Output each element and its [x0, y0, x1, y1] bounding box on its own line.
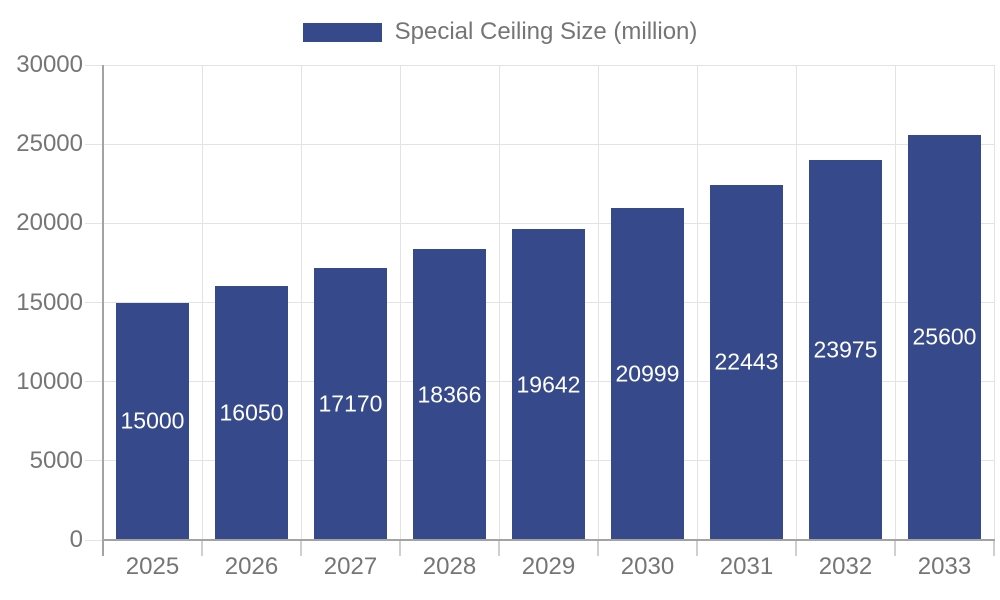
x-tick-label: 2030	[620, 553, 675, 580]
bar-value-label: 20999	[615, 360, 680, 387]
x-gridline	[894, 65, 896, 540]
bar-2030[interactable]	[610, 207, 685, 540]
y-tick-label: 20000	[16, 209, 83, 237]
legend[interactable]: Special Ceiling Size (million)	[0, 18, 1000, 46]
plot-area: 0 5000 10000 15000 20000 25000 30000 15000 2025 1…	[16, 53, 995, 579]
x-axis-tick	[696, 541, 698, 556]
bar-value-label: 23975	[813, 336, 878, 363]
legend-swatch	[302, 22, 382, 42]
x-axis-tick	[993, 541, 995, 556]
x-tick-label: 2033	[917, 553, 972, 580]
bar-value-label: 22443	[714, 348, 779, 375]
y-tick-label: 5000	[29, 446, 83, 474]
bar-2026[interactable]	[214, 285, 289, 540]
bar-2033[interactable]	[907, 134, 982, 540]
y-tick-label: 0	[69, 526, 83, 553]
x-tick-label: 2028	[422, 553, 477, 580]
x-gridline	[795, 65, 797, 540]
bar-value-label: 16050	[219, 399, 284, 426]
bar-2031[interactable]	[709, 184, 784, 540]
bar-value-label: 17170	[318, 390, 383, 417]
x-gridline	[993, 65, 995, 540]
legend-label: Special Ceiling Size (million)	[394, 18, 698, 45]
x-gridline	[399, 65, 401, 540]
x-axis-tick	[795, 541, 797, 556]
y-axis-line	[102, 65, 104, 540]
y-gridline	[85, 222, 994, 224]
x-axis-tick	[300, 541, 302, 556]
x-gridline	[597, 65, 599, 540]
y-tick-label: 25000	[16, 130, 83, 158]
bar-value-label: 18366	[417, 381, 482, 408]
x-axis-line	[102, 539, 995, 541]
x-gridline	[201, 65, 203, 540]
y-tick-label: 30000	[16, 51, 83, 78]
y-tick-label: 10000	[16, 367, 83, 395]
x-axis-tick	[201, 541, 203, 556]
bar-2025[interactable]	[115, 302, 190, 540]
x-axis-tick	[894, 541, 896, 556]
y-tick-label: 15000	[16, 288, 83, 316]
x-tick-label: 2029	[521, 553, 576, 580]
x-tick-label: 2027	[323, 553, 378, 580]
x-axis-tick	[597, 541, 599, 556]
x-axis-tick	[498, 541, 500, 556]
bar-value-label: 25600	[912, 323, 977, 350]
bar-2029[interactable]	[511, 229, 586, 540]
bar-value-label: 19642	[516, 371, 581, 397]
x-tick-label: 2031	[719, 553, 774, 580]
bar-2027[interactable]	[313, 268, 388, 540]
x-tick-label: 2026	[224, 553, 279, 580]
x-axis-tick	[102, 541, 104, 556]
bar-2032[interactable]	[808, 160, 883, 540]
bar-2028[interactable]	[412, 249, 487, 540]
y-gridline	[85, 143, 994, 145]
x-tick-label: 2032	[818, 553, 873, 580]
x-tick-label: 2025	[125, 553, 180, 580]
x-gridline	[498, 65, 500, 540]
x-axis-tick	[399, 541, 401, 556]
y-gridline	[85, 64, 994, 66]
x-gridline	[300, 65, 302, 540]
bar-value-label: 15000	[120, 407, 185, 434]
x-gridline	[696, 65, 698, 540]
